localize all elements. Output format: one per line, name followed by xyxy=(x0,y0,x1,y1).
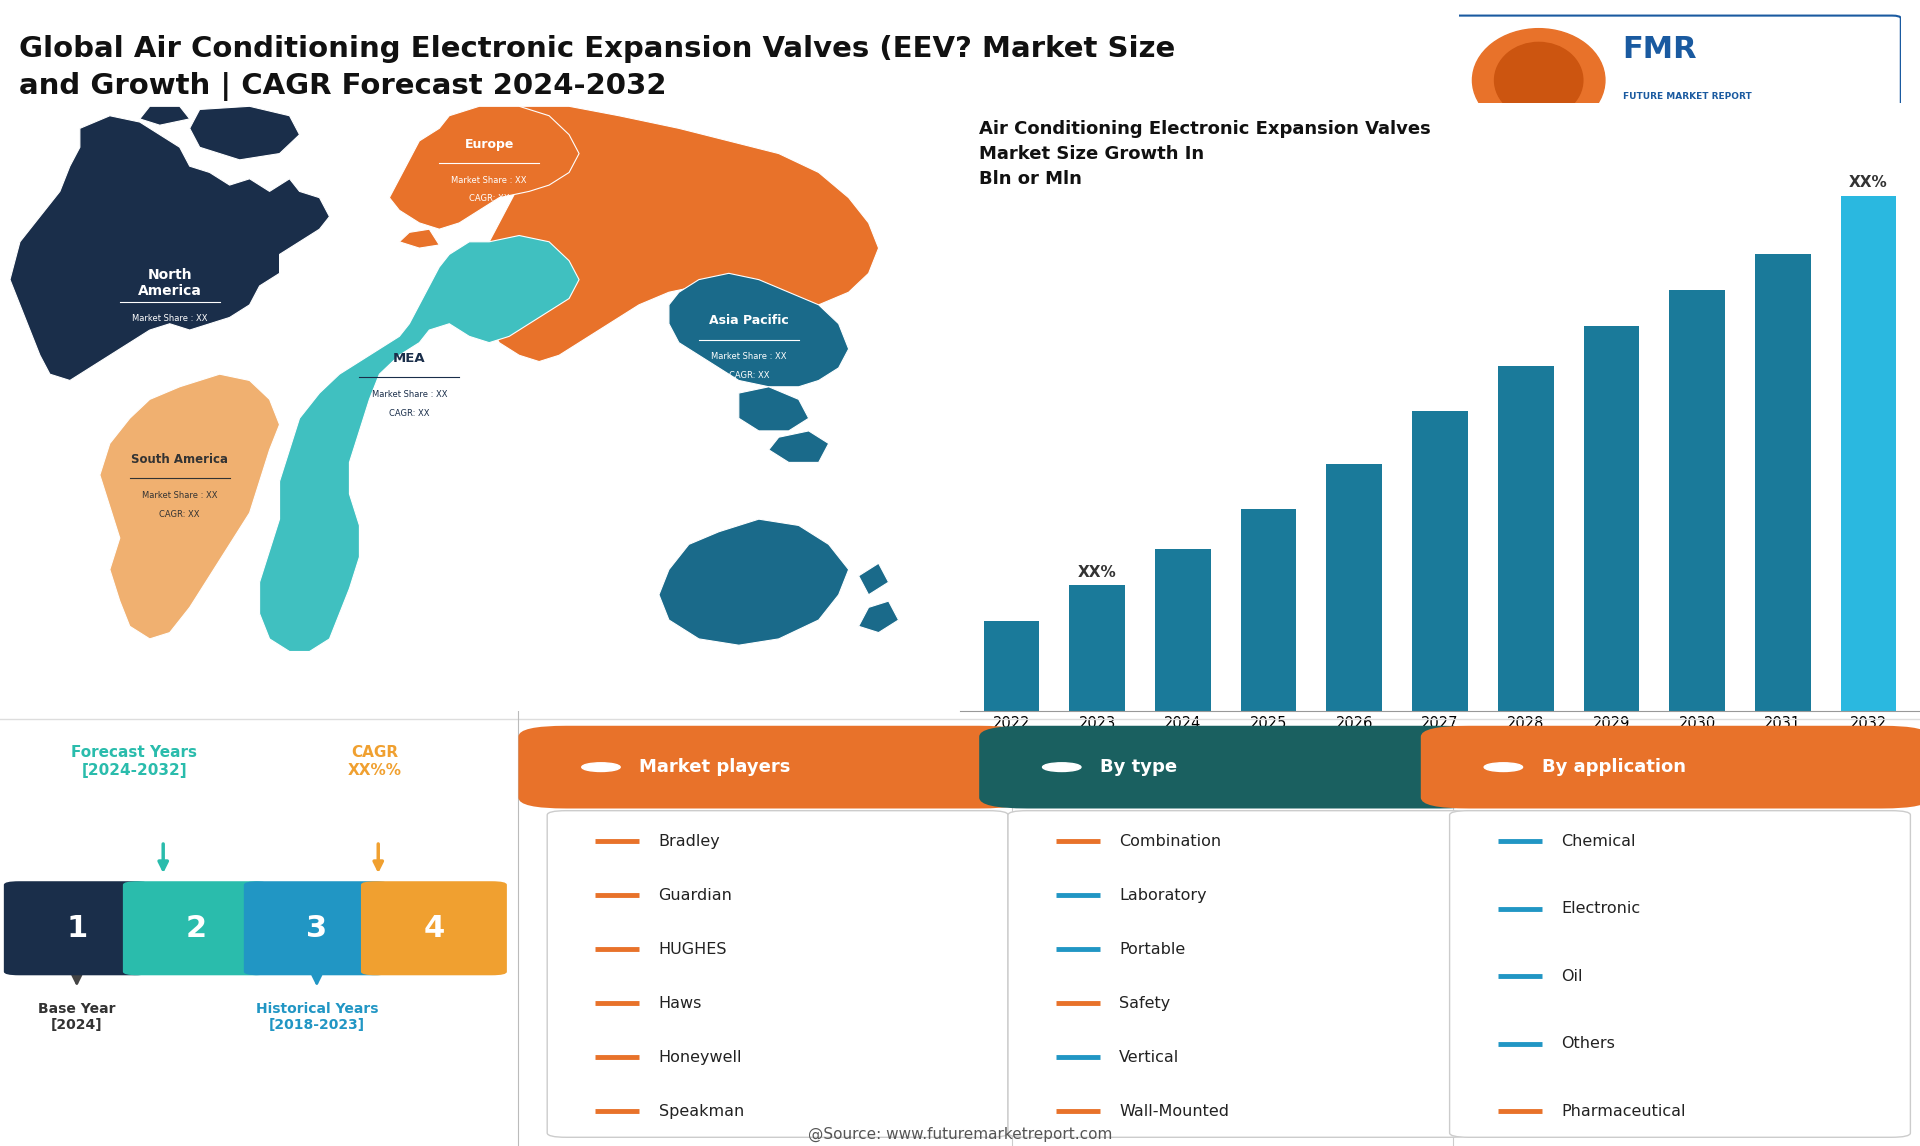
Text: FMR: FMR xyxy=(1622,36,1697,64)
Text: Guardian: Guardian xyxy=(659,888,732,903)
Text: HUGHES: HUGHES xyxy=(659,942,728,957)
FancyBboxPatch shape xyxy=(518,725,1027,809)
Text: 4: 4 xyxy=(422,913,445,943)
Text: CAGR: XX: CAGR: XX xyxy=(728,371,770,380)
Text: Market players: Market players xyxy=(639,759,791,776)
Polygon shape xyxy=(190,107,300,159)
Text: MEA: MEA xyxy=(394,352,426,364)
FancyBboxPatch shape xyxy=(244,881,390,975)
Text: CAGR: XX: CAGR: XX xyxy=(159,510,200,519)
Text: Speakman: Speakman xyxy=(659,1104,743,1118)
FancyBboxPatch shape xyxy=(123,881,269,975)
Text: XX%: XX% xyxy=(1077,565,1117,580)
Polygon shape xyxy=(858,563,889,595)
Text: CAGR: XX: CAGR: XX xyxy=(468,195,509,204)
Bar xyxy=(1584,325,1640,711)
Text: Bradley: Bradley xyxy=(659,833,720,849)
FancyBboxPatch shape xyxy=(547,810,1008,1137)
Text: Honeywell: Honeywell xyxy=(659,1050,741,1065)
FancyBboxPatch shape xyxy=(1421,725,1920,809)
Text: Market Share : XX: Market Share : XX xyxy=(372,390,447,399)
Text: Haws: Haws xyxy=(659,996,703,1011)
Text: Laboratory: Laboratory xyxy=(1119,888,1208,903)
Text: Safety: Safety xyxy=(1119,996,1171,1011)
Ellipse shape xyxy=(1494,42,1582,118)
Text: Portable: Portable xyxy=(1119,942,1187,957)
Polygon shape xyxy=(399,229,440,248)
Text: Base Year
[2024]: Base Year [2024] xyxy=(38,1003,115,1033)
Text: Asia Pacific: Asia Pacific xyxy=(708,314,789,327)
Polygon shape xyxy=(858,601,899,633)
Polygon shape xyxy=(490,107,879,361)
Text: Air Conditioning Electronic Expansion Valves
Market Size Growth In
Bln or Mln: Air Conditioning Electronic Expansion Va… xyxy=(979,120,1430,188)
Text: CAGR: XX: CAGR: XX xyxy=(390,409,430,418)
Bar xyxy=(1240,509,1296,711)
Text: Pharmaceutical: Pharmaceutical xyxy=(1561,1104,1686,1118)
Bar xyxy=(1156,549,1212,711)
Text: By type: By type xyxy=(1100,759,1177,776)
Polygon shape xyxy=(259,235,580,651)
Text: CAGR: XX: CAGR: XX xyxy=(150,333,190,343)
FancyBboxPatch shape xyxy=(4,881,150,975)
Text: Chemical: Chemical xyxy=(1561,833,1636,849)
Text: Europe: Europe xyxy=(465,138,515,150)
FancyBboxPatch shape xyxy=(1450,810,1910,1137)
Text: Others: Others xyxy=(1561,1036,1615,1051)
Text: Market Share : XX: Market Share : XX xyxy=(451,175,526,185)
Polygon shape xyxy=(10,116,330,380)
Text: Market Share : XX: Market Share : XX xyxy=(142,490,217,500)
Text: Vertical: Vertical xyxy=(1119,1050,1179,1065)
Circle shape xyxy=(1043,763,1081,771)
Text: Global Air Conditioning Electronic Expansion Valves (EEV? Market Size
and Growth: Global Air Conditioning Electronic Expan… xyxy=(19,36,1175,101)
Text: Historical Years
[2018-2023]: Historical Years [2018-2023] xyxy=(255,1003,378,1033)
Text: 1: 1 xyxy=(65,913,88,943)
Text: CAGR
XX%%: CAGR XX%% xyxy=(348,745,401,778)
Bar xyxy=(1411,410,1469,711)
Text: Market Share : XX: Market Share : XX xyxy=(710,352,787,361)
Text: @Source: www.futuremarketreport.com: @Source: www.futuremarketreport.com xyxy=(808,1127,1112,1141)
Text: Combination: Combination xyxy=(1119,833,1221,849)
Circle shape xyxy=(582,763,620,771)
Polygon shape xyxy=(390,107,580,229)
Bar xyxy=(1841,196,1897,711)
Text: By application: By application xyxy=(1542,759,1686,776)
Bar xyxy=(1498,366,1553,711)
Text: Forecast Years
[2024-2032]: Forecast Years [2024-2032] xyxy=(71,745,198,778)
Text: FUTURE MARKET REPORT: FUTURE MARKET REPORT xyxy=(1622,92,1751,101)
Text: Oil: Oil xyxy=(1561,968,1582,983)
Polygon shape xyxy=(100,374,280,639)
Text: 3: 3 xyxy=(305,913,328,943)
Circle shape xyxy=(1484,763,1523,771)
Polygon shape xyxy=(659,519,849,645)
FancyBboxPatch shape xyxy=(1008,810,1469,1137)
Text: XX%: XX% xyxy=(1849,175,1887,190)
Text: North
America: North America xyxy=(138,268,202,298)
Bar xyxy=(1668,290,1724,711)
Bar xyxy=(1069,586,1125,711)
Text: South America: South America xyxy=(131,453,228,465)
Text: Market Share : XX: Market Share : XX xyxy=(132,314,207,323)
Polygon shape xyxy=(768,431,829,462)
Polygon shape xyxy=(668,273,849,386)
Polygon shape xyxy=(739,386,808,431)
Text: Wall-Mounted: Wall-Mounted xyxy=(1119,1104,1229,1118)
Bar xyxy=(983,621,1039,711)
Bar xyxy=(1755,254,1811,711)
Polygon shape xyxy=(140,107,190,125)
FancyBboxPatch shape xyxy=(361,881,507,975)
Bar xyxy=(1327,464,1382,711)
Text: 2: 2 xyxy=(184,913,207,943)
Ellipse shape xyxy=(1473,29,1605,132)
Text: Electronic: Electronic xyxy=(1561,901,1640,916)
FancyBboxPatch shape xyxy=(979,725,1488,809)
